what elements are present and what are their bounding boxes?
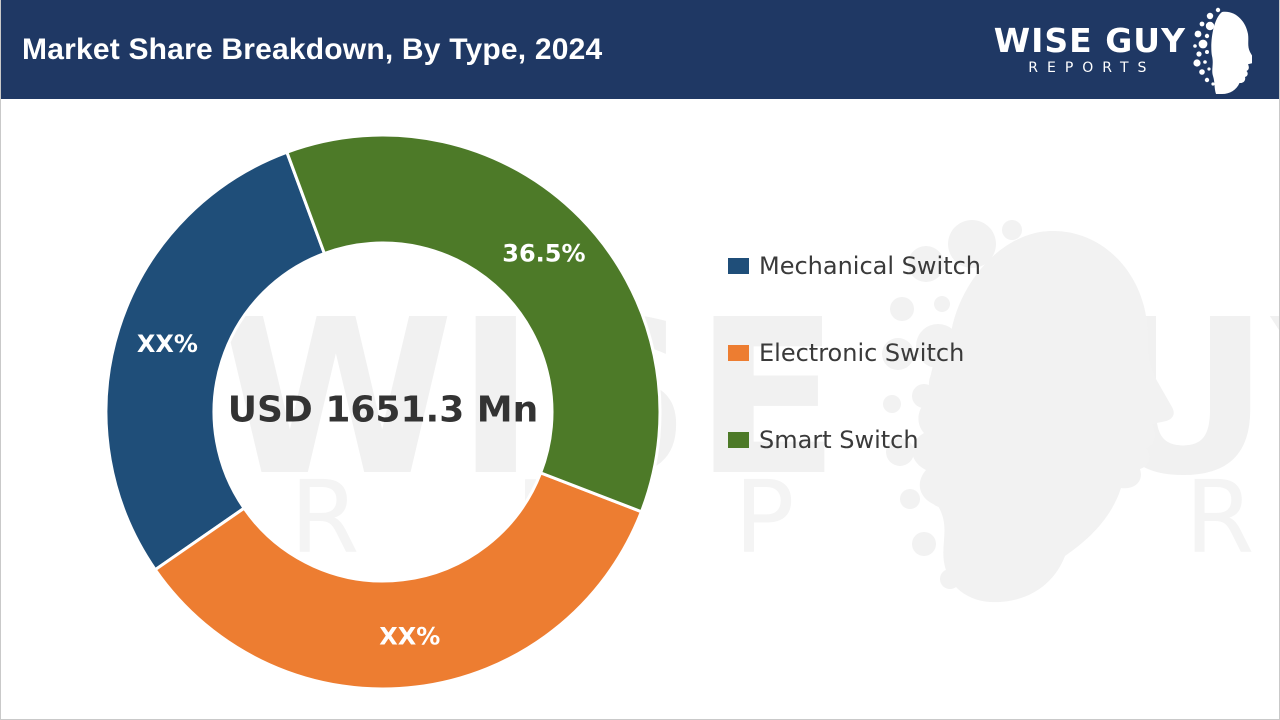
legend-label: Mechanical Switch	[759, 252, 982, 280]
legend-item-mechanical-switch: Mechanical Switch	[728, 252, 981, 281]
slice-smart-switch	[285, 133, 662, 514]
page-title: Market Share Breakdown, By Type, 2024	[22, 32, 603, 66]
slice-mechanical-switch	[104, 150, 326, 572]
logo-subtitle: REPORTS	[1028, 60, 1156, 76]
slice-label-mechanical-switch: XX%	[137, 330, 198, 358]
wise-guy-reports-logo: WISE GUY REPORTS	[994, 6, 1252, 94]
legend-item-electronic-switch: Electronic Switch	[728, 339, 981, 368]
legend-label: Electronic Switch	[759, 338, 965, 367]
slice-electronic-switch	[153, 471, 643, 691]
logo-face-icon	[1193, 7, 1252, 94]
header-bar: Market Share Breakdown, By Type, 2024 WI…	[0, 0, 1280, 99]
chart-center-value: USD 1651.3 Mn	[227, 389, 539, 431]
legend-swatch	[728, 431, 749, 448]
legend-item-smart-switch: Smart Switch	[728, 426, 981, 455]
legend-swatch	[728, 258, 749, 275]
legend-swatch	[728, 345, 749, 362]
slice-label-electronic-switch: XX%	[379, 622, 440, 650]
chart-legend: Mechanical Switch Electronic Switch Smart …	[728, 252, 981, 454]
legend-label: Smart Switch	[759, 425, 919, 454]
logo-wordmark: WISE GUY	[993, 21, 1186, 60]
slice-label-smart-switch: 36.5%	[502, 239, 585, 267]
